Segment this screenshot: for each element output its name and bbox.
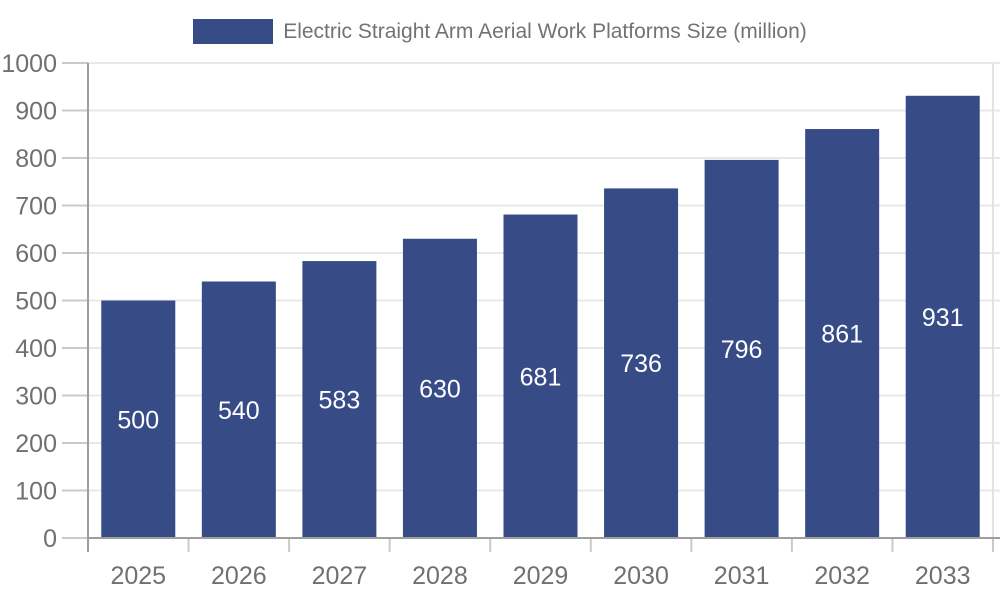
bar-value-label: 796: [721, 336, 763, 364]
y-tick-label: 800: [15, 145, 57, 173]
bar-value-label: 681: [520, 363, 562, 391]
bar-value-label: 931: [922, 304, 964, 332]
x-tick-label: 2032: [814, 562, 870, 590]
y-tick-label: 1000: [1, 50, 57, 78]
bar-value-label: 630: [419, 375, 461, 403]
y-tick-label: 600: [15, 240, 57, 268]
bar: [402, 238, 477, 538]
bar: [704, 159, 779, 538]
y-tick-label: 900: [15, 98, 57, 126]
x-tick-label: 2033: [915, 562, 971, 590]
bar: [503, 214, 578, 538]
bar: [302, 261, 377, 538]
legend-swatch: [193, 19, 274, 44]
bar-value-label: 736: [620, 350, 662, 378]
legend-label: Electric Straight Arm Aerial Work Platfo…: [283, 20, 807, 43]
x-tick-label: 2028: [412, 562, 468, 590]
y-tick-label: 300: [15, 383, 57, 411]
y-tick-label: 0: [43, 525, 57, 553]
x-tick-label: 2031: [714, 562, 770, 590]
y-tick-label: 500: [15, 288, 57, 316]
bar-value-label: 540: [218, 397, 260, 425]
x-tick-label: 2027: [312, 562, 368, 590]
y-tick-label: 400: [15, 335, 57, 363]
bar-value-label: 861: [821, 321, 863, 349]
y-tick-label: 700: [15, 193, 57, 221]
x-tick-label: 2030: [613, 562, 669, 590]
bar: [905, 95, 980, 539]
bar: [805, 129, 880, 538]
x-tick-label: 2025: [110, 562, 166, 590]
bar-value-label: 583: [319, 387, 361, 415]
bar: [101, 300, 176, 538]
y-tick-label: 100: [15, 478, 57, 506]
y-tick-label: 200: [15, 430, 57, 458]
bar: [201, 281, 276, 538]
bar: [604, 188, 679, 538]
legend[interactable]: Electric Straight Arm Aerial Work Platfo…: [0, 19, 1000, 44]
bar-value-label: 500: [117, 406, 159, 434]
x-tick-label: 2029: [513, 562, 569, 590]
x-tick-label: 2026: [211, 562, 267, 590]
